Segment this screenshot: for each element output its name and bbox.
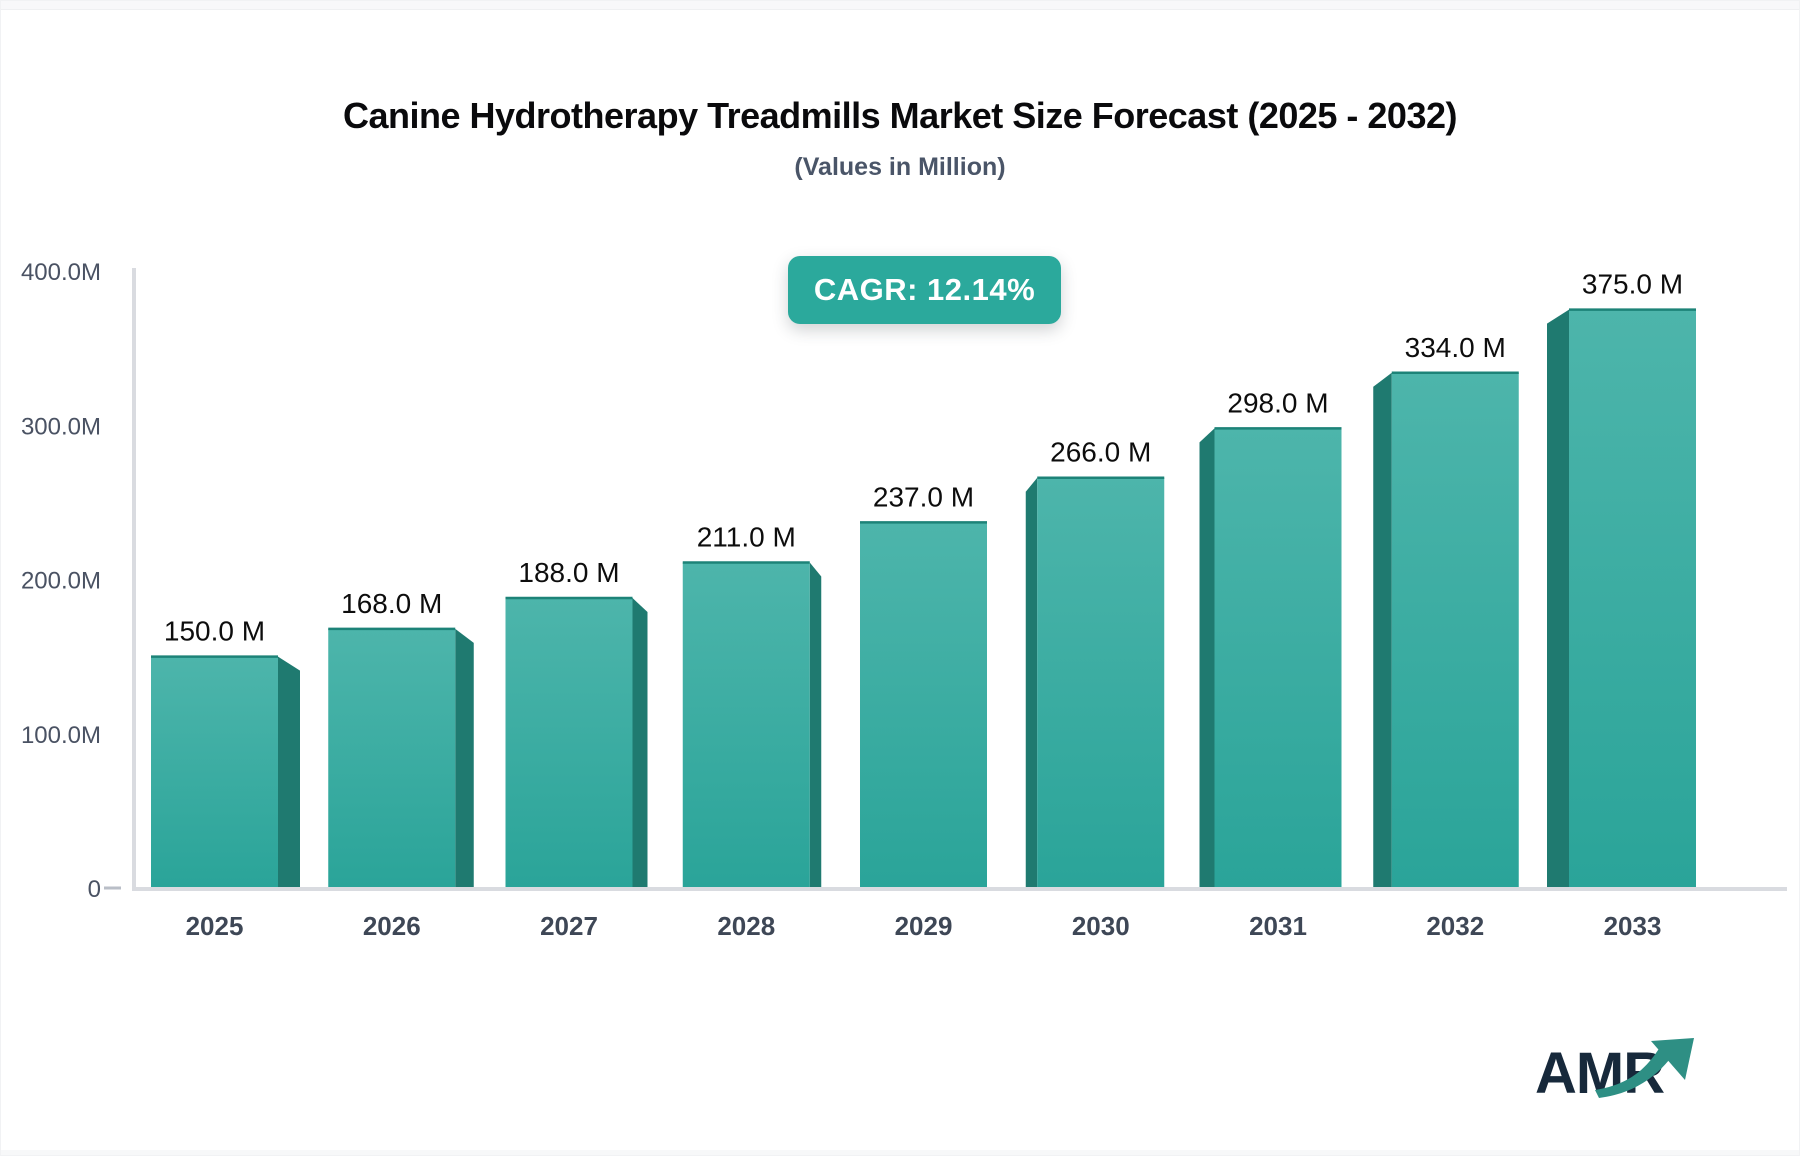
bar-2032: 334.0 M: [1373, 332, 1519, 888]
bar-2026: 168.0 M: [328, 588, 474, 888]
bar-side-face: [809, 562, 822, 888]
cagr-badge: CAGR: 12.14%: [788, 256, 1061, 324]
bar-front-face: [1569, 309, 1696, 888]
bar-2033: 375.0 M: [1547, 269, 1696, 888]
bar-2025: 150.0 M: [151, 616, 300, 888]
amr-logo: AMR: [1535, 1038, 1694, 1106]
y-tick-label: 400.0M: [21, 259, 101, 286]
y-tick-label: 0: [88, 876, 101, 903]
growth-arrow-icon: [1595, 1047, 1673, 1098]
bar-value-label: 211.0 M: [697, 522, 796, 553]
bar-side-face: [278, 656, 300, 888]
bar-value-label: 188.0 M: [518, 557, 619, 588]
x-tick-label: 2028: [717, 911, 775, 941]
chart-title: Canine Hydrotherapy Treadmills Market Si…: [343, 95, 1457, 136]
bar-front-face: [860, 522, 987, 888]
bar-front-face: [1391, 372, 1519, 888]
bar-side-face: [1199, 428, 1215, 888]
x-tick-label: 2029: [895, 911, 953, 941]
y-tick-label: 200.0M: [21, 568, 101, 595]
bar-side-face: [1373, 372, 1392, 888]
bar-2027: 188.0 M: [505, 557, 648, 888]
bar-value-label: 237.0 M: [873, 481, 974, 512]
bar-side-face: [455, 628, 474, 888]
bar-side-face: [1025, 477, 1038, 888]
bar-value-label: 266.0 M: [1050, 437, 1151, 468]
x-tick-label: 2030: [1072, 911, 1130, 941]
chart-subtitle: (Values in Million): [794, 153, 1006, 181]
bar-value-label: 298.0 M: [1227, 387, 1328, 418]
x-tick-label: 2026: [363, 911, 421, 941]
x-tick-label: 2032: [1426, 911, 1484, 941]
bars-group: 150.0 M 168.0 M 188.0 M 211.0 M 237.0 M 266.0…: [151, 269, 1696, 888]
window-bottom-edge: [1, 1150, 1799, 1155]
bar-front-face: [1214, 428, 1342, 888]
bar-value-label: 150.0 M: [164, 616, 265, 647]
x-tick-label: 2031: [1249, 911, 1307, 941]
bar-2029: 237.0 M: [860, 481, 987, 888]
bar-2031: 298.0 M: [1199, 387, 1342, 888]
y-tick-label: 300.0M: [21, 413, 101, 440]
bar-2030: 266.0 M: [1025, 437, 1165, 888]
x-tick-label: 2025: [186, 911, 244, 941]
growth-arrow-head-icon: [1651, 1038, 1694, 1080]
bar-value-label: 375.0 M: [1582, 269, 1683, 300]
bar-front-face: [328, 628, 456, 888]
bar-front-face: [151, 656, 278, 888]
y-tick-label: 100.0M: [21, 722, 101, 749]
bar-value-label: 168.0 M: [341, 588, 442, 619]
bar-value-label: 334.0 M: [1405, 332, 1506, 363]
bar-side-face: [1547, 309, 1569, 888]
x-tick-label: 2033: [1604, 911, 1662, 941]
axes-group: [104, 268, 1787, 891]
bar-2028: 211.0 M: [682, 522, 822, 888]
axis-labels-group: 2025 2026 2027 2028 2029 2030 2031 2032 2033 400.…: [21, 259, 1661, 941]
bar-front-face: [682, 562, 810, 888]
x-tick-label: 2027: [540, 911, 598, 941]
chart-header: Canine Hydrotherapy Treadmills Market Si…: [1, 95, 1799, 182]
bar-front-face: [505, 598, 633, 888]
bar-side-face: [632, 598, 648, 888]
bar-front-face: [1037, 477, 1165, 888]
window-top-edge: [1, 1, 1799, 10]
